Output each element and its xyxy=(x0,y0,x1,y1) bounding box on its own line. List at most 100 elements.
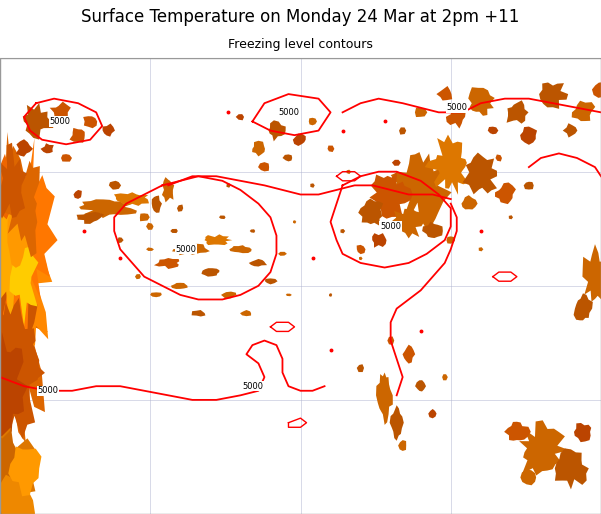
Polygon shape xyxy=(76,212,104,224)
Polygon shape xyxy=(0,110,48,472)
Polygon shape xyxy=(415,107,427,117)
Polygon shape xyxy=(250,229,255,233)
Polygon shape xyxy=(495,155,502,161)
Polygon shape xyxy=(258,162,269,171)
Polygon shape xyxy=(0,154,25,299)
Text: 5000: 5000 xyxy=(278,108,299,117)
Polygon shape xyxy=(309,118,317,125)
Polygon shape xyxy=(573,293,593,320)
Polygon shape xyxy=(252,141,265,156)
Polygon shape xyxy=(376,373,393,425)
Text: 5000: 5000 xyxy=(50,117,70,126)
Text: 5000: 5000 xyxy=(38,386,58,395)
Text: Surface Temperature on Monday 24 Mar at 2pm +11: Surface Temperature on Monday 24 Mar at … xyxy=(81,8,520,26)
Polygon shape xyxy=(240,310,251,316)
Polygon shape xyxy=(329,293,332,297)
Polygon shape xyxy=(436,86,452,101)
Polygon shape xyxy=(0,138,58,341)
Polygon shape xyxy=(146,223,154,230)
Polygon shape xyxy=(479,247,483,251)
Polygon shape xyxy=(135,274,141,279)
Polygon shape xyxy=(398,440,406,451)
Polygon shape xyxy=(388,337,394,345)
Polygon shape xyxy=(227,183,231,188)
Polygon shape xyxy=(429,409,436,418)
Polygon shape xyxy=(539,82,568,109)
Polygon shape xyxy=(0,146,40,257)
Polygon shape xyxy=(219,215,225,219)
Polygon shape xyxy=(117,237,124,243)
Polygon shape xyxy=(10,227,38,326)
Text: 5000: 5000 xyxy=(447,103,467,112)
Polygon shape xyxy=(310,183,315,188)
Polygon shape xyxy=(73,190,82,199)
Polygon shape xyxy=(0,428,38,514)
Polygon shape xyxy=(204,234,233,245)
Polygon shape xyxy=(0,463,35,514)
Text: 5000: 5000 xyxy=(242,382,263,391)
Polygon shape xyxy=(509,215,513,219)
Polygon shape xyxy=(358,198,383,226)
Polygon shape xyxy=(221,291,236,299)
Polygon shape xyxy=(278,252,287,256)
Polygon shape xyxy=(114,192,149,206)
Polygon shape xyxy=(0,430,22,491)
Polygon shape xyxy=(293,220,296,224)
Polygon shape xyxy=(468,87,495,116)
Polygon shape xyxy=(392,160,401,166)
Text: 5000: 5000 xyxy=(176,245,197,254)
Polygon shape xyxy=(572,101,595,121)
Polygon shape xyxy=(16,139,33,157)
Polygon shape xyxy=(0,143,27,218)
Polygon shape xyxy=(582,244,601,302)
Polygon shape xyxy=(495,182,516,204)
Polygon shape xyxy=(555,448,589,489)
Polygon shape xyxy=(0,332,28,446)
Polygon shape xyxy=(170,229,178,233)
Polygon shape xyxy=(151,195,162,213)
Polygon shape xyxy=(391,209,424,238)
Polygon shape xyxy=(8,446,41,497)
Polygon shape xyxy=(40,143,53,153)
Polygon shape xyxy=(150,292,162,297)
Polygon shape xyxy=(372,233,386,248)
Polygon shape xyxy=(447,236,455,244)
Polygon shape xyxy=(7,203,32,268)
Polygon shape xyxy=(265,279,278,284)
Polygon shape xyxy=(488,126,498,134)
Polygon shape xyxy=(172,244,210,255)
Polygon shape xyxy=(504,422,531,440)
Polygon shape xyxy=(249,259,267,267)
Text: 5000: 5000 xyxy=(380,222,401,231)
Polygon shape xyxy=(389,405,404,441)
Polygon shape xyxy=(162,177,174,203)
Polygon shape xyxy=(370,171,413,218)
Polygon shape xyxy=(359,256,362,260)
Polygon shape xyxy=(520,469,536,485)
Polygon shape xyxy=(523,182,534,190)
Polygon shape xyxy=(340,229,345,233)
Polygon shape xyxy=(422,222,443,238)
Polygon shape xyxy=(236,114,244,120)
Polygon shape xyxy=(140,213,150,221)
Polygon shape xyxy=(286,293,292,296)
Polygon shape xyxy=(507,100,528,124)
Polygon shape xyxy=(356,245,365,254)
Polygon shape xyxy=(61,154,72,161)
Polygon shape xyxy=(0,206,33,316)
Polygon shape xyxy=(347,170,351,174)
Polygon shape xyxy=(425,135,468,195)
Polygon shape xyxy=(463,153,497,194)
Text: Freezing level contours: Freezing level contours xyxy=(228,39,373,51)
Polygon shape xyxy=(442,374,448,380)
Polygon shape xyxy=(520,126,537,145)
Polygon shape xyxy=(79,199,137,218)
Polygon shape xyxy=(70,128,85,143)
Polygon shape xyxy=(23,103,53,140)
Polygon shape xyxy=(201,268,219,277)
Polygon shape xyxy=(0,290,45,439)
Polygon shape xyxy=(462,195,478,210)
Polygon shape xyxy=(171,283,188,289)
Polygon shape xyxy=(109,181,121,190)
Polygon shape xyxy=(192,310,206,317)
